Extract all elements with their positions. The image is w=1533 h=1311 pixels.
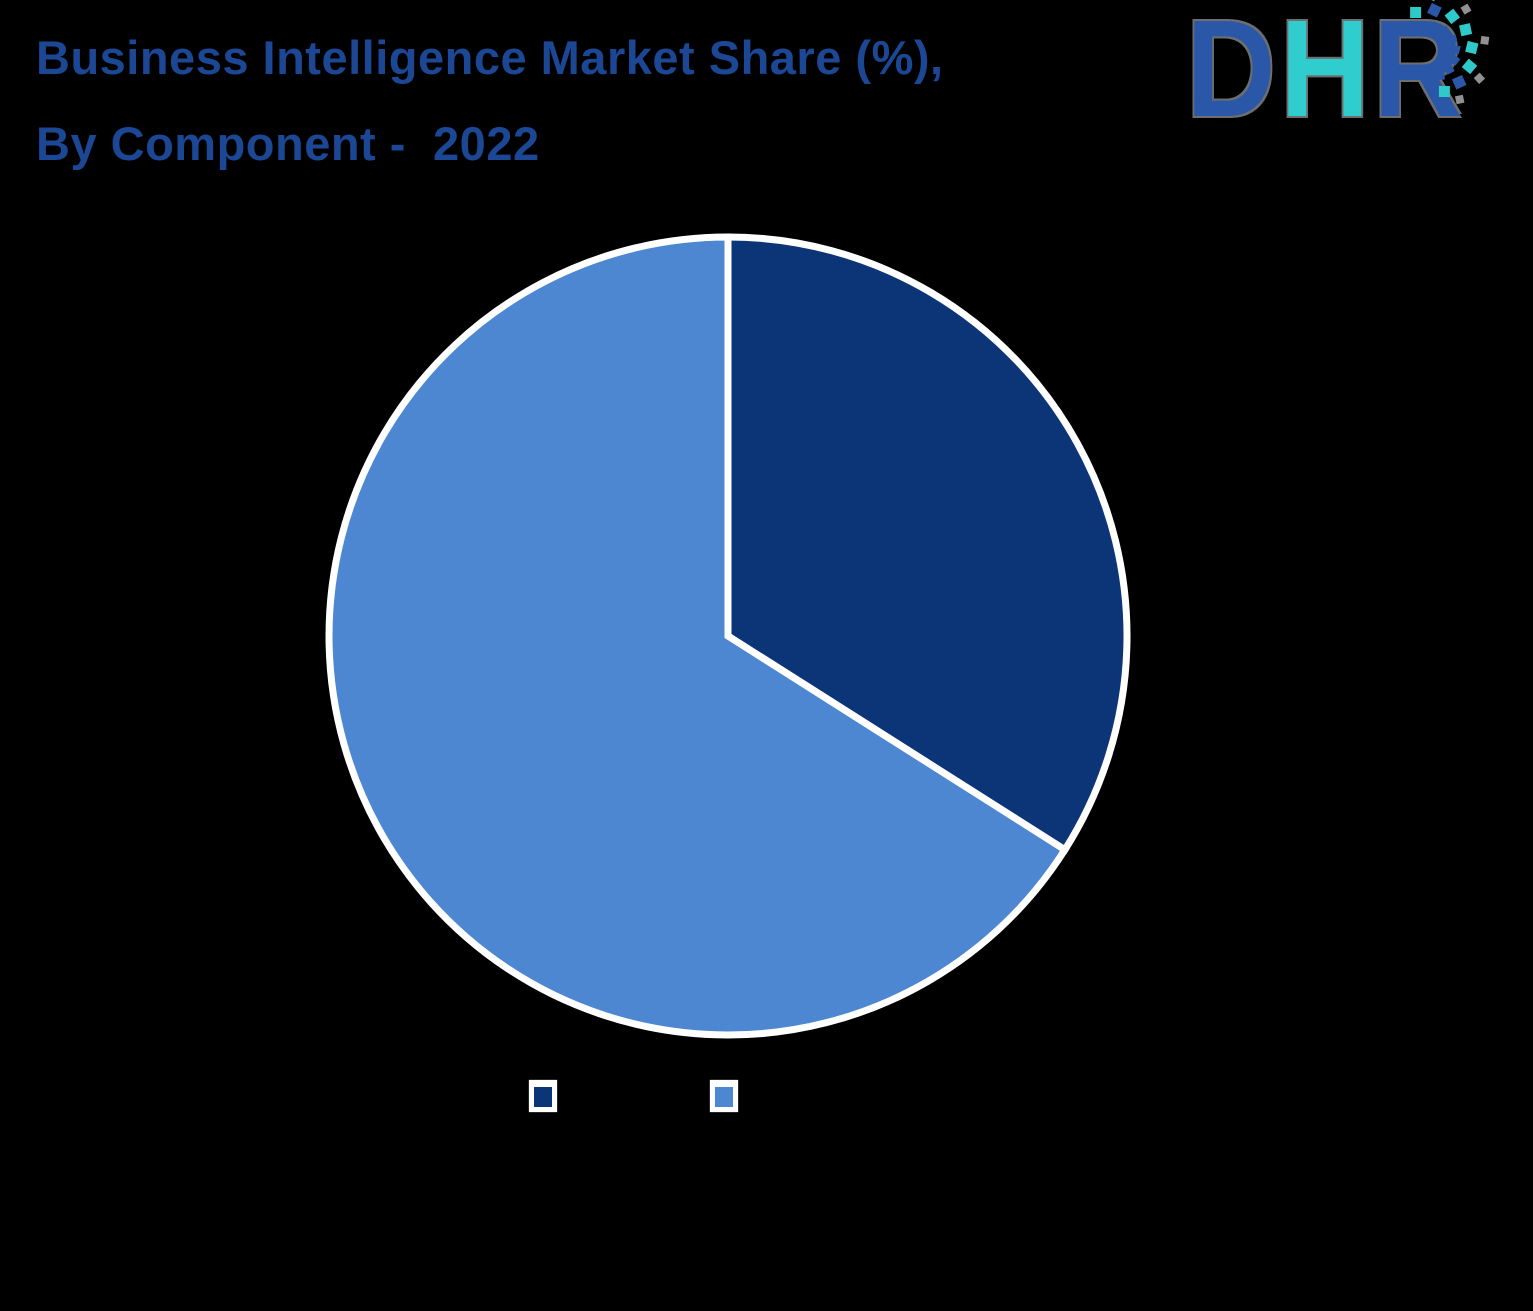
logo-dot	[1451, 74, 1467, 90]
logo-dot	[1420, 22, 1430, 32]
chart-title: Business Intelligence Market Share (%), …	[36, 30, 944, 172]
logo-sparkle-dots-icon	[1410, 0, 1490, 105]
dhr-logo: DHR	[1186, 0, 1467, 140]
logo-dot	[1459, 23, 1473, 37]
logo-dot	[1454, 94, 1465, 105]
logo-dot	[1443, 63, 1455, 75]
logo-dot	[1439, 25, 1451, 37]
logo-dot	[1429, 21, 1441, 33]
logo-dot	[1444, 8, 1461, 25]
legend-swatch-dark-blue	[534, 1087, 552, 1107]
chart-title-line2: By Component - 2022	[36, 117, 540, 170]
logo-dot	[1451, 44, 1461, 55]
logo-dot	[1436, 71, 1445, 81]
logo-dot	[1473, 72, 1486, 84]
legend-item-segment-1	[710, 1080, 738, 1112]
logo-dot	[1427, 2, 1442, 18]
legend-swatch-light-blue	[715, 1087, 733, 1107]
pie-slice-1	[325, 233, 1070, 1039]
logo-dot	[1480, 35, 1490, 45]
chart-title-line1: Business Intelligence Market Share (%),	[36, 31, 944, 84]
logo-dot	[1449, 54, 1461, 66]
logo-dot	[1465, 40, 1479, 55]
logo-dot	[1460, 3, 1472, 15]
logo-letter-d: D	[1186, 0, 1276, 146]
logo-letter-h: H	[1279, 0, 1370, 146]
logo-dot	[1447, 34, 1458, 44]
logo-dot	[1410, 7, 1422, 18]
logo-dot	[1461, 58, 1478, 75]
logo-dot	[1438, 86, 1450, 97]
legend-item-segment-0	[529, 1080, 557, 1112]
